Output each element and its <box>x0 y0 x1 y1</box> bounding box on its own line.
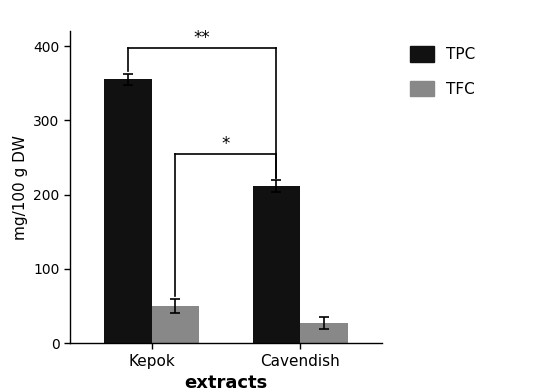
Bar <box>253 186 300 343</box>
Legend: TPC, TFC: TPC, TFC <box>402 39 483 105</box>
Text: *: * <box>222 135 230 153</box>
Bar <box>104 80 152 343</box>
Bar <box>300 323 348 343</box>
Y-axis label: mg/100 g DW: mg/100 g DW <box>12 135 27 240</box>
Text: **: ** <box>194 29 210 47</box>
Bar <box>152 306 199 343</box>
X-axis label: extracts: extracts <box>185 374 267 390</box>
